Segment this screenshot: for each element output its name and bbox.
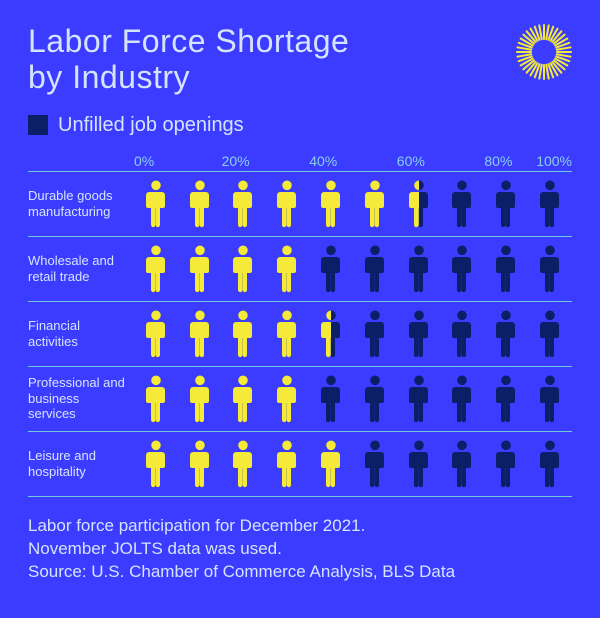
chart-row: Professional and business services <box>28 366 572 431</box>
person-icon <box>178 243 222 295</box>
person-icon <box>134 308 178 360</box>
row-label: Wholesale and retail trade <box>28 253 134 284</box>
axis-tick: 20% <box>222 153 310 169</box>
person-icon <box>441 308 485 360</box>
infographic-canvas: Labor Force Shortage by Industry Unfille… <box>0 0 600 618</box>
person-icon <box>134 438 178 490</box>
person-icon <box>222 373 266 425</box>
person-icon <box>484 178 528 230</box>
row-label: Professional and business services <box>28 375 134 422</box>
person-icon <box>222 178 266 230</box>
footer-line-1: Labor force participation for December 2… <box>28 515 572 538</box>
axis-row: 0%20%40%60%80%100% <box>28 147 572 169</box>
footer: Labor force participation for December 2… <box>28 515 572 584</box>
person-icon <box>265 438 309 490</box>
person-icon <box>397 243 441 295</box>
legend-label: Unfilled job openings <box>58 114 244 137</box>
person-icon <box>134 243 178 295</box>
person-icon <box>397 438 441 490</box>
person-icon <box>309 308 353 360</box>
row-icons <box>134 373 572 425</box>
title-line-2: by Industry <box>28 60 572 96</box>
person-icon <box>309 178 353 230</box>
person-icon <box>178 308 222 360</box>
chart-row: Financial activities <box>28 301 572 366</box>
axis-tick: 60% <box>397 153 485 169</box>
person-icon <box>309 373 353 425</box>
person-icon <box>441 243 485 295</box>
row-icons <box>134 178 572 230</box>
axis-ticks: 0%20%40%60%80%100% <box>134 153 572 169</box>
row-label: Financial activities <box>28 318 134 349</box>
person-icon <box>353 373 397 425</box>
chart-row: Wholesale and retail trade <box>28 236 572 301</box>
legend: Unfilled job openings <box>28 114 572 137</box>
person-icon <box>265 243 309 295</box>
axis-tick: 100% <box>536 153 572 169</box>
person-icon <box>528 373 572 425</box>
chart-row: Leisure and hospitality <box>28 431 572 497</box>
person-icon <box>528 243 572 295</box>
footer-line-3: Source: U.S. Chamber of Commerce Analysi… <box>28 561 572 584</box>
row-label: Durable goods manufacturing <box>28 188 134 219</box>
person-icon <box>178 178 222 230</box>
person-icon <box>309 243 353 295</box>
person-icon <box>528 308 572 360</box>
person-icon <box>353 308 397 360</box>
title-line-1: Labor Force Shortage <box>28 24 572 60</box>
person-icon <box>222 438 266 490</box>
person-icon <box>222 243 266 295</box>
chart-row: Durable goods manufacturing <box>28 171 572 236</box>
person-icon <box>441 373 485 425</box>
page-title: Labor Force Shortage by Industry <box>28 24 572 96</box>
axis-tick: 0% <box>134 153 222 169</box>
row-label: Leisure and hospitality <box>28 448 134 479</box>
person-icon <box>353 178 397 230</box>
person-icon <box>353 243 397 295</box>
person-icon <box>353 438 397 490</box>
person-icon <box>484 438 528 490</box>
footer-line-2: November JOLTS data was used. <box>28 538 572 561</box>
person-icon <box>397 373 441 425</box>
person-icon <box>265 178 309 230</box>
person-icon <box>441 438 485 490</box>
person-icon <box>222 308 266 360</box>
legend-swatch <box>28 115 48 135</box>
person-icon <box>178 438 222 490</box>
person-icon <box>441 178 485 230</box>
person-icon <box>265 373 309 425</box>
row-icons <box>134 308 572 360</box>
axis-tick: 40% <box>309 153 397 169</box>
person-icon <box>484 308 528 360</box>
row-icons <box>134 438 572 490</box>
person-icon <box>134 373 178 425</box>
logo-icon <box>516 24 572 80</box>
person-icon <box>528 438 572 490</box>
person-icon <box>484 243 528 295</box>
person-icon <box>528 178 572 230</box>
person-icon <box>178 373 222 425</box>
person-icon <box>397 308 441 360</box>
person-icon <box>397 178 441 230</box>
person-icon <box>309 438 353 490</box>
chart-rows: Durable goods manufacturing Wholesale and… <box>28 171 572 497</box>
person-icon <box>134 178 178 230</box>
person-icon <box>265 308 309 360</box>
person-icon <box>484 373 528 425</box>
row-icons <box>134 243 572 295</box>
